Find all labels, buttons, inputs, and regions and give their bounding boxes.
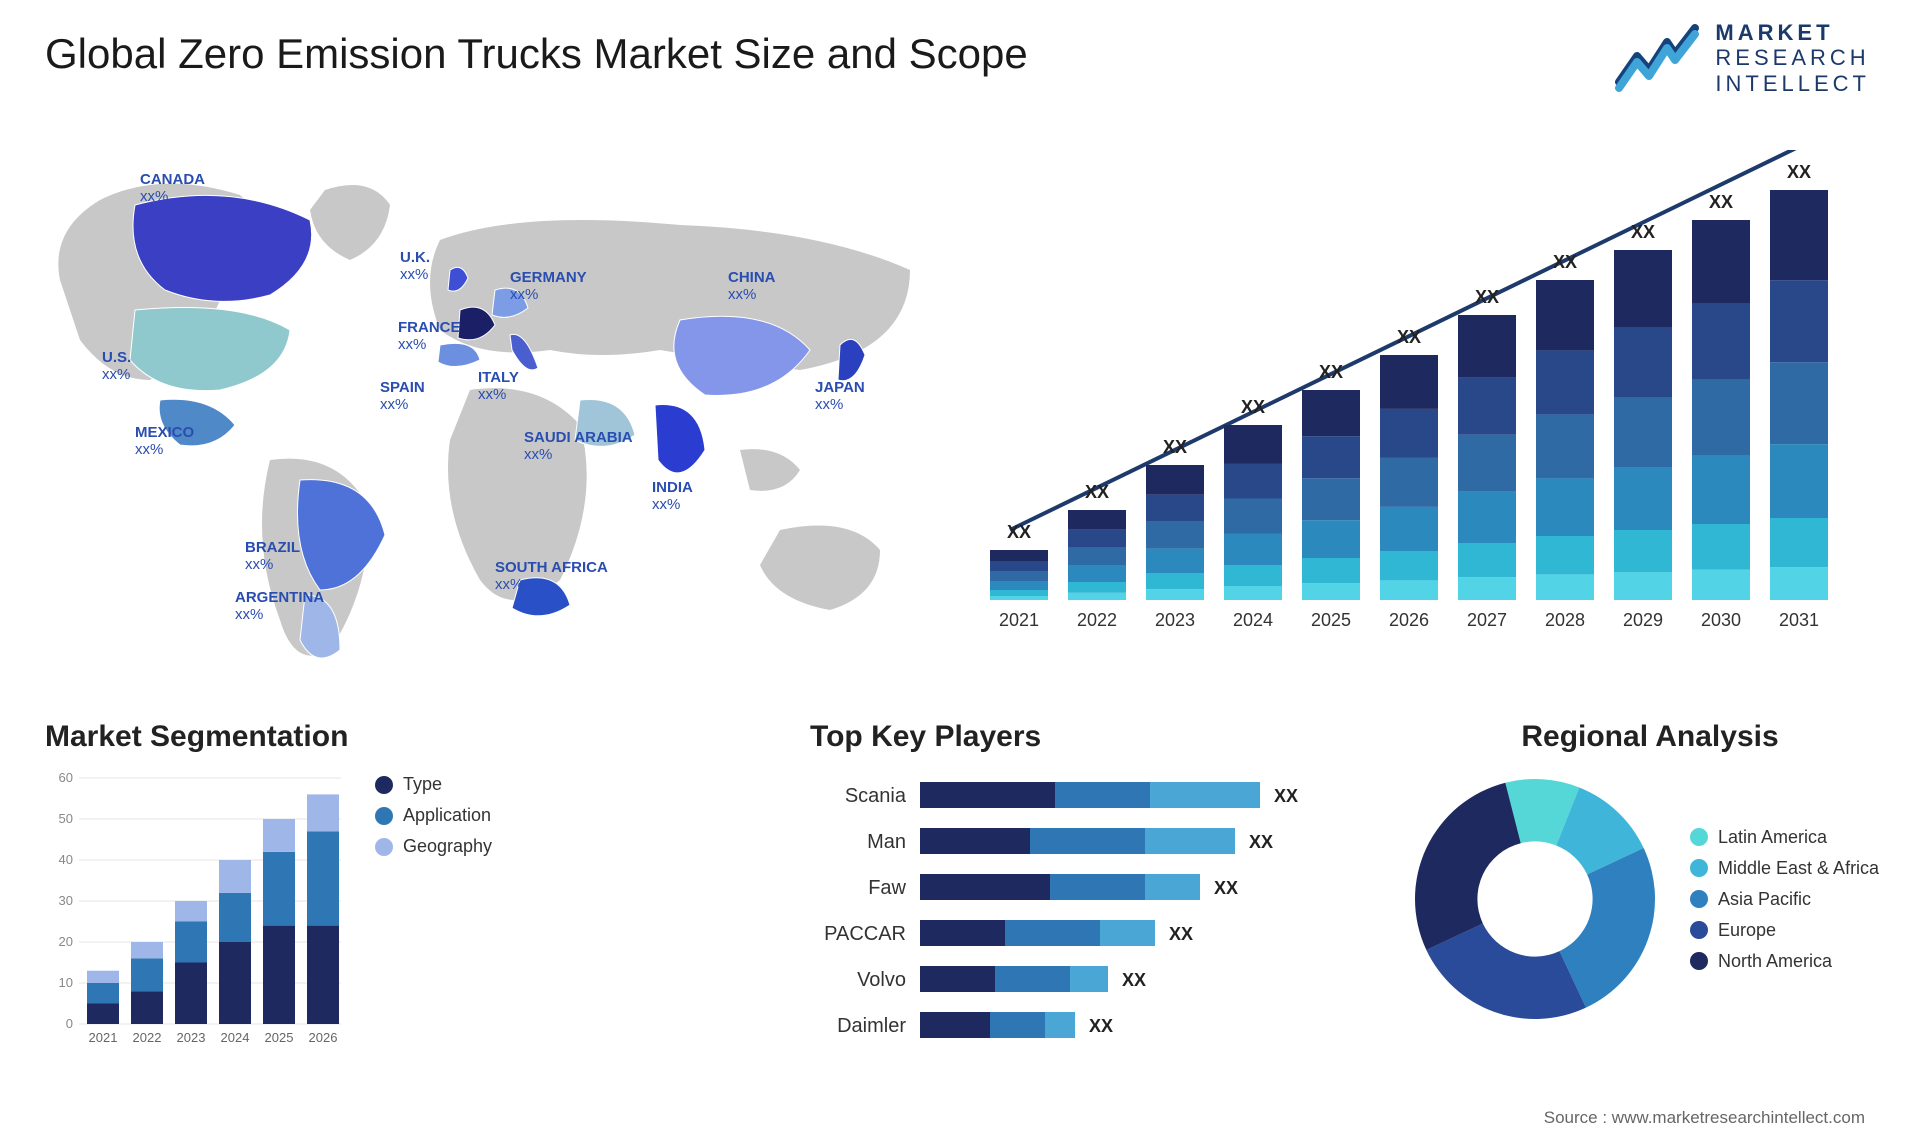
svg-text:2023: 2023 xyxy=(177,1030,206,1045)
svg-text:XX: XX xyxy=(1085,482,1109,502)
svg-text:XX: XX xyxy=(1274,786,1298,806)
svg-text:XX: XX xyxy=(1007,522,1031,542)
svg-text:2021: 2021 xyxy=(999,610,1039,630)
svg-text:30: 30 xyxy=(59,893,73,908)
players-title: Top Key Players xyxy=(810,720,1330,754)
svg-text:2027: 2027 xyxy=(1467,610,1507,630)
svg-text:2024: 2024 xyxy=(221,1030,250,1045)
svg-text:20: 20 xyxy=(59,934,73,949)
map-label: FRANCExx% xyxy=(398,320,461,353)
svg-text:60: 60 xyxy=(59,770,73,785)
svg-text:Volvo: Volvo xyxy=(857,969,906,991)
legend-item: Type xyxy=(375,774,492,795)
svg-text:XX: XX xyxy=(1214,878,1238,898)
regional-donut xyxy=(1400,764,1670,1034)
map-label: SPAINxx% xyxy=(380,380,425,413)
svg-text:XX: XX xyxy=(1163,437,1187,457)
source-attribution: Source : www.marketresearchintellect.com xyxy=(1544,1108,1865,1128)
legend-item: Application xyxy=(375,805,492,826)
legend-item: Asia Pacific xyxy=(1690,889,1879,910)
svg-text:40: 40 xyxy=(59,852,73,867)
svg-text:2028: 2028 xyxy=(1545,610,1585,630)
map-label: U.S.xx% xyxy=(102,350,131,383)
svg-text:Faw: Faw xyxy=(868,877,906,899)
map-label: MEXICOxx% xyxy=(135,425,194,458)
svg-text:XX: XX xyxy=(1169,924,1193,944)
segmentation-chart: 0 10 20 30 40 50 60 2021 2022 2023 2024 2025 2026 xyxy=(45,764,345,1054)
map-label: CHINAxx% xyxy=(728,270,776,303)
svg-text:XX: XX xyxy=(1709,192,1733,212)
logo-mark-icon xyxy=(1615,22,1703,94)
map-label: JAPANxx% xyxy=(815,380,865,413)
svg-text:PACCAR: PACCAR xyxy=(824,923,906,945)
svg-text:2030: 2030 xyxy=(1701,610,1741,630)
map-label: BRAZILxx% xyxy=(245,540,300,573)
svg-text:XX: XX xyxy=(1553,252,1577,272)
segmentation-legend: Type Application Geography xyxy=(375,764,492,867)
segmentation-title: Market Segmentation xyxy=(45,720,565,754)
svg-text:XX: XX xyxy=(1089,1016,1113,1036)
map-label: GERMANYxx% xyxy=(510,270,587,303)
svg-text:50: 50 xyxy=(59,811,73,826)
players-chart: Scania XX Man XX Faw XX PACCAR XX Volvo XX Daimler… xyxy=(810,764,1330,1064)
map-label: CANADAxx% xyxy=(140,172,205,205)
svg-text:XX: XX xyxy=(1397,327,1421,347)
logo-line2: RESEARCH xyxy=(1715,45,1870,70)
svg-text:Scania: Scania xyxy=(845,785,907,807)
legend-item: Latin America xyxy=(1690,827,1879,848)
svg-text:XX: XX xyxy=(1787,162,1811,182)
map-label: SOUTH AFRICAxx% xyxy=(495,560,608,593)
svg-text:2025: 2025 xyxy=(265,1030,294,1045)
logo-line1: MARKET xyxy=(1715,20,1870,45)
svg-text:2025: 2025 xyxy=(1311,610,1351,630)
legend-item: North America xyxy=(1690,951,1879,972)
map-label: U.K.xx% xyxy=(400,250,430,283)
world-map: CANADAxx% U.S.xx% MEXICOxx% BRAZILxx% ARGENT… xyxy=(40,150,940,690)
svg-text:2022: 2022 xyxy=(133,1030,162,1045)
brand-logo: MARKET RESEARCH INTELLECT xyxy=(1615,20,1870,96)
svg-text:0: 0 xyxy=(66,1016,73,1031)
svg-text:2029: 2029 xyxy=(1623,610,1663,630)
svg-text:2023: 2023 xyxy=(1155,610,1195,630)
svg-text:XX: XX xyxy=(1249,832,1273,852)
map-label: SAUDI ARABIAxx% xyxy=(524,430,633,463)
svg-text:XX: XX xyxy=(1475,287,1499,307)
logo-line3: INTELLECT xyxy=(1715,71,1870,96)
svg-text:XX: XX xyxy=(1631,222,1655,242)
map-label: INDIAxx% xyxy=(652,480,693,513)
legend-item: Geography xyxy=(375,836,492,857)
map-label: ARGENTINAxx% xyxy=(235,590,324,623)
svg-text:Man: Man xyxy=(867,831,906,853)
svg-text:2024: 2024 xyxy=(1233,610,1273,630)
segmentation-section: Market Segmentation 0 10 20 30 40 50 60 2021 202… xyxy=(45,720,565,1054)
svg-text:XX: XX xyxy=(1122,970,1146,990)
svg-text:2026: 2026 xyxy=(1389,610,1429,630)
svg-text:10: 10 xyxy=(59,975,73,990)
regional-title: Regional Analysis xyxy=(1400,720,1900,754)
svg-text:2021: 2021 xyxy=(89,1030,118,1045)
legend-item: Middle East & Africa xyxy=(1690,858,1879,879)
svg-text:XX: XX xyxy=(1319,362,1343,382)
regional-section: Regional Analysis Latin America Middle Ea… xyxy=(1400,720,1900,1034)
svg-text:2026: 2026 xyxy=(309,1030,338,1045)
forecast-chart: XX 2021 XX 2022 XX 2023 XX 2024 XX 2025 XX 2026 XX 20… xyxy=(980,150,1860,650)
legend-item: Europe xyxy=(1690,920,1879,941)
svg-text:Daimler: Daimler xyxy=(837,1015,906,1037)
svg-text:2031: 2031 xyxy=(1779,610,1819,630)
page-title: Global Zero Emission Trucks Market Size … xyxy=(45,30,1028,78)
map-label: ITALYxx% xyxy=(478,370,519,403)
players-section: Top Key Players Scania XX Man XX Faw XX PACCAR… xyxy=(810,720,1330,1069)
svg-text:XX: XX xyxy=(1241,397,1265,417)
regional-legend: Latin America Middle East & Africa Asia Pa… xyxy=(1690,817,1879,982)
svg-text:2022: 2022 xyxy=(1077,610,1117,630)
